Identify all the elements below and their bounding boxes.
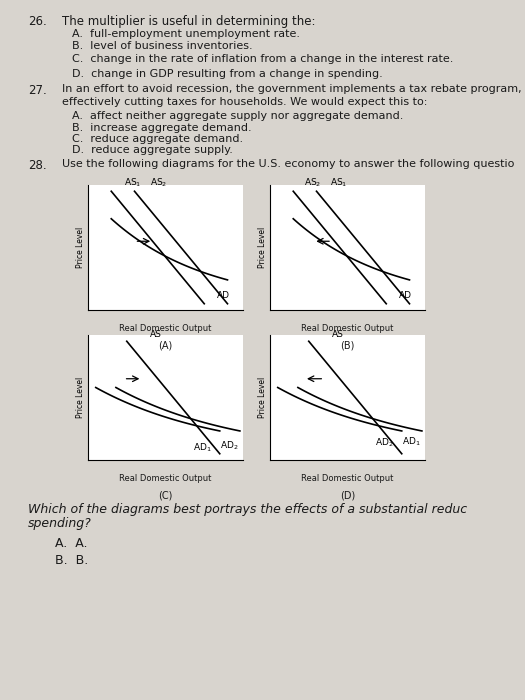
Text: AS: AS bbox=[332, 330, 344, 339]
Text: Real Domestic Output: Real Domestic Output bbox=[119, 324, 212, 333]
Text: AS$_2$: AS$_2$ bbox=[304, 176, 321, 189]
Text: Use the following diagrams for the U.S. economy to answer the following questio: Use the following diagrams for the U.S. … bbox=[62, 159, 514, 169]
Text: (B): (B) bbox=[340, 340, 355, 350]
Text: AD$_2$: AD$_2$ bbox=[375, 436, 394, 449]
Text: B.  level of business inventories.: B. level of business inventories. bbox=[72, 41, 253, 51]
Text: AD$_2$: AD$_2$ bbox=[220, 440, 238, 452]
Text: A.  affect neither aggregate supply nor aggregate demand.: A. affect neither aggregate supply nor a… bbox=[72, 111, 403, 121]
Text: AS$_1$: AS$_1$ bbox=[124, 176, 141, 189]
Y-axis label: Price Level: Price Level bbox=[258, 377, 267, 418]
Text: Real Domestic Output: Real Domestic Output bbox=[301, 324, 394, 333]
Text: AS$_1$: AS$_1$ bbox=[330, 176, 348, 189]
Text: D.  change in GDP resulting from a change in spending.: D. change in GDP resulting from a change… bbox=[72, 69, 383, 79]
Text: Real Domestic Output: Real Domestic Output bbox=[119, 474, 212, 483]
Text: 27.: 27. bbox=[28, 84, 47, 97]
Text: B.  B.: B. B. bbox=[55, 554, 88, 567]
Text: 28.: 28. bbox=[28, 159, 47, 172]
Text: B.  increase aggregate demand.: B. increase aggregate demand. bbox=[72, 123, 251, 133]
Text: A.  full-employment unemployment rate.: A. full-employment unemployment rate. bbox=[72, 29, 300, 39]
Text: (A): (A) bbox=[159, 340, 173, 350]
Text: AD: AD bbox=[217, 290, 229, 300]
Text: AD: AD bbox=[398, 290, 412, 300]
Text: spending?: spending? bbox=[28, 517, 92, 530]
Text: AS: AS bbox=[150, 330, 162, 339]
Text: C.  reduce aggregate demand.: C. reduce aggregate demand. bbox=[72, 134, 243, 144]
Text: AD$_1$: AD$_1$ bbox=[193, 441, 212, 454]
Text: Real Domestic Output: Real Domestic Output bbox=[301, 474, 394, 483]
Y-axis label: Price Level: Price Level bbox=[76, 227, 85, 268]
Text: AD$_1$: AD$_1$ bbox=[402, 435, 421, 447]
Text: In an effort to avoid recession, the government implements a tax rebate program,: In an effort to avoid recession, the gov… bbox=[62, 84, 522, 94]
Y-axis label: Price Level: Price Level bbox=[76, 377, 85, 418]
Text: (C): (C) bbox=[159, 490, 173, 500]
Text: A.  A.: A. A. bbox=[55, 537, 88, 550]
Text: D.  reduce aggregate supply.: D. reduce aggregate supply. bbox=[72, 145, 233, 155]
Y-axis label: Price Level: Price Level bbox=[258, 227, 267, 268]
Text: AS$_2$: AS$_2$ bbox=[150, 176, 167, 189]
Text: C.  change in the rate of inflation from a change in the interest rate.: C. change in the rate of inflation from … bbox=[72, 54, 454, 64]
Text: (D): (D) bbox=[340, 490, 355, 500]
Text: Which of the diagrams best portrays the effects of a substantial reduc: Which of the diagrams best portrays the … bbox=[28, 503, 467, 516]
Text: The multiplier is useful in determining the:: The multiplier is useful in determining … bbox=[62, 15, 316, 28]
Text: 26.: 26. bbox=[28, 15, 47, 28]
Text: effectively cutting taxes for households. We would expect this to:: effectively cutting taxes for households… bbox=[62, 97, 427, 107]
